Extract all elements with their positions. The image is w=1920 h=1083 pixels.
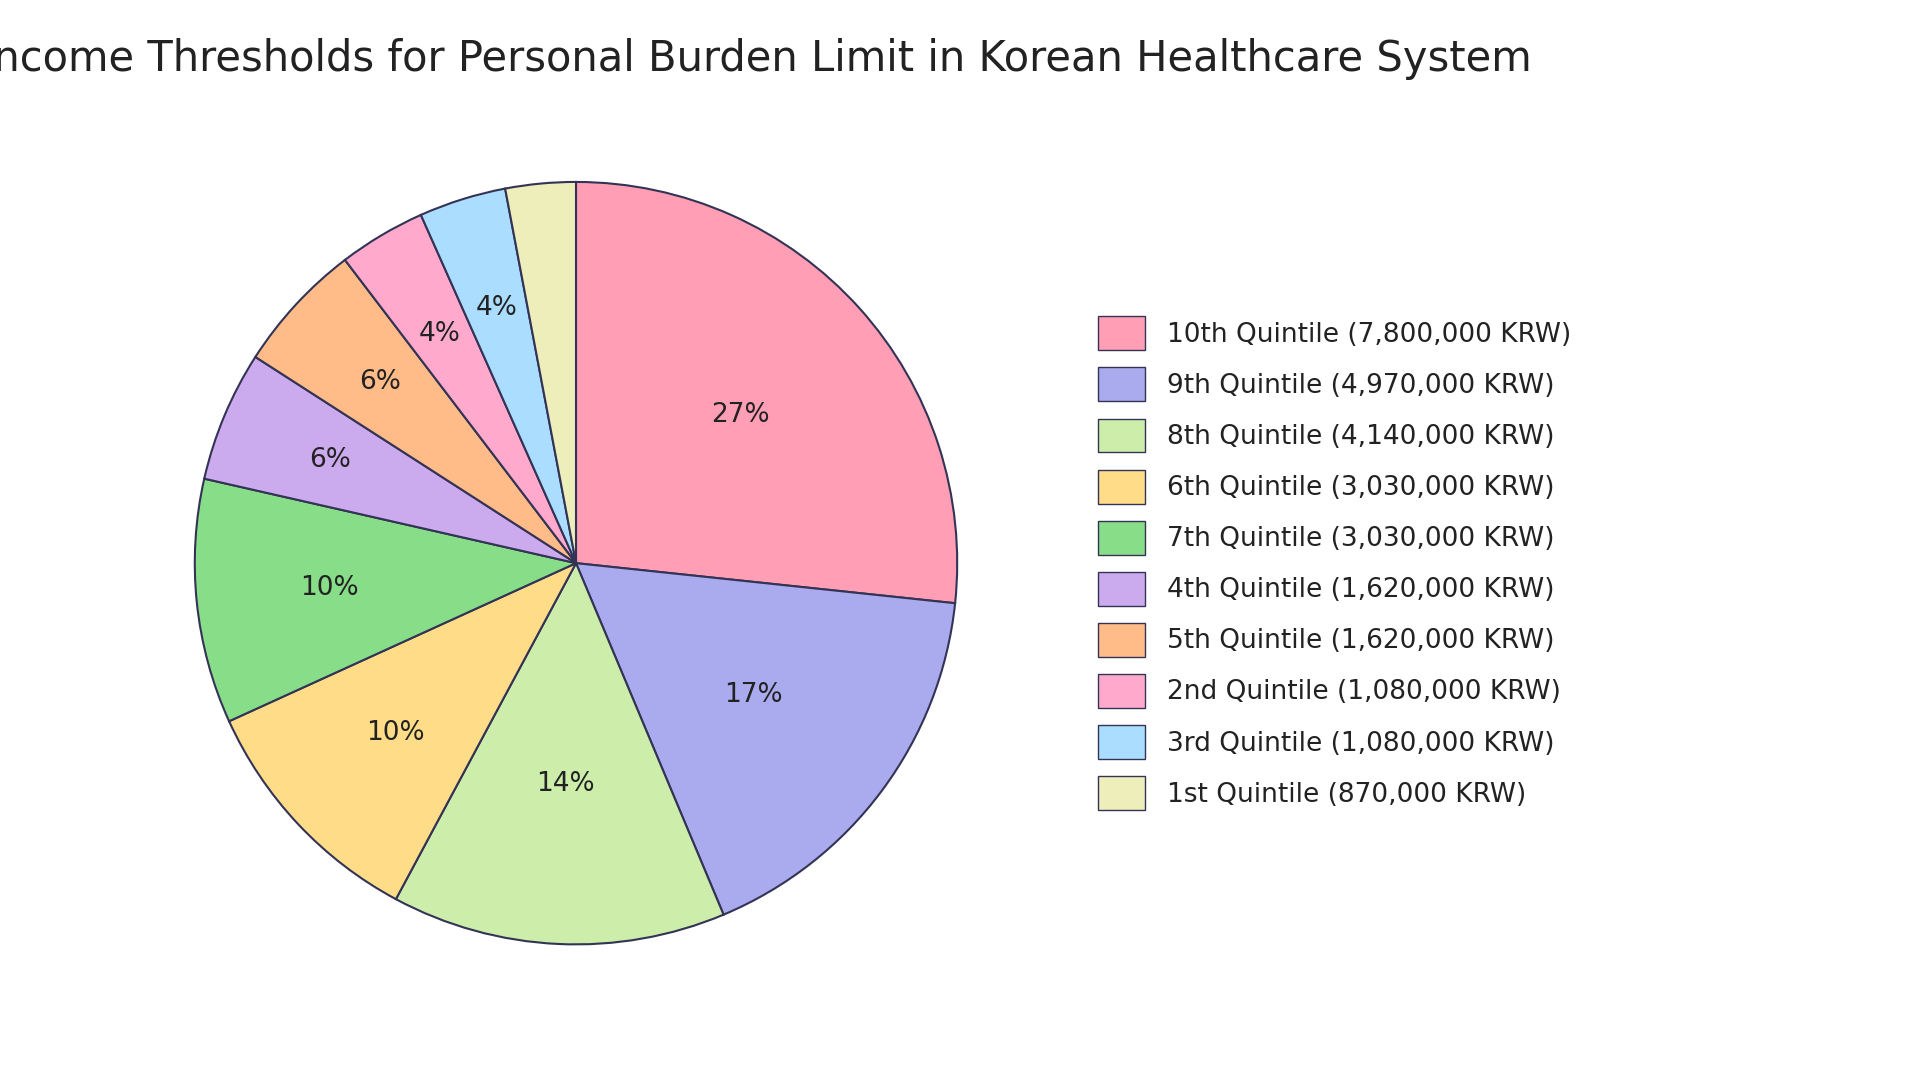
Wedge shape — [204, 357, 576, 563]
Wedge shape — [576, 563, 954, 915]
Wedge shape — [194, 479, 576, 721]
Text: 10%: 10% — [367, 719, 424, 745]
Text: 27%: 27% — [710, 402, 770, 428]
Wedge shape — [505, 182, 576, 563]
Text: 4%: 4% — [476, 296, 516, 322]
Legend: 10th Quintile (7,800,000 KRW), 9th Quintile (4,970,000 KRW), 8th Quintile (4,140: 10th Quintile (7,800,000 KRW), 9th Quint… — [1085, 303, 1584, 823]
Text: 10%: 10% — [300, 575, 359, 601]
Wedge shape — [228, 563, 576, 899]
Wedge shape — [420, 188, 576, 563]
Text: 14%: 14% — [536, 771, 595, 797]
Text: 6%: 6% — [359, 369, 401, 395]
Wedge shape — [346, 214, 576, 563]
Wedge shape — [396, 563, 724, 944]
Text: 6%: 6% — [309, 447, 351, 473]
Text: 17%: 17% — [724, 682, 783, 708]
Text: Income Thresholds for Personal Burden Limit in Korean Healthcare System: Income Thresholds for Personal Burden Li… — [0, 38, 1532, 80]
Text: 4%: 4% — [419, 321, 461, 347]
Wedge shape — [576, 182, 958, 603]
Wedge shape — [255, 260, 576, 563]
